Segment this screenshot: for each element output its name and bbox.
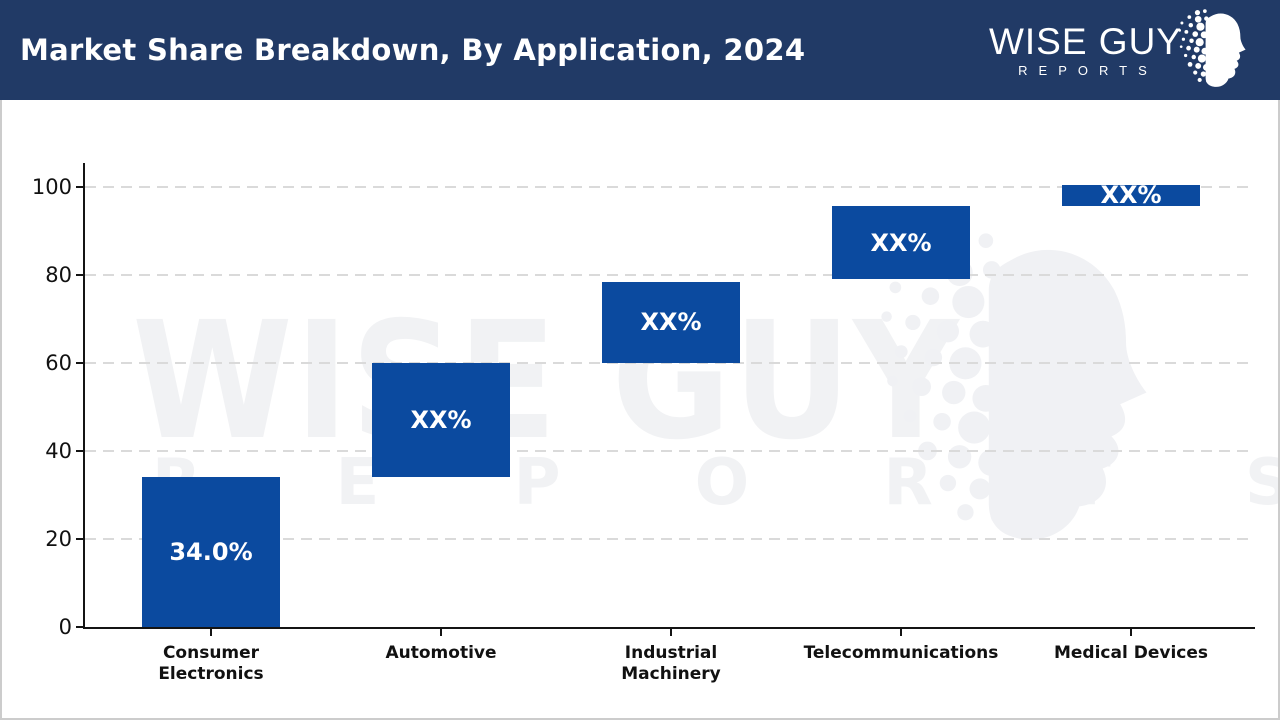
bar-value-label: XX% [410, 406, 472, 435]
x-axis-tick [210, 629, 212, 636]
x-axis-tick [440, 629, 442, 636]
y-axis-tick [76, 626, 85, 628]
watermark-text-main: WISE GUY [132, 288, 961, 476]
dotted-head-icon [1176, 6, 1250, 94]
y-axis-tick-label: 0 [58, 615, 72, 639]
category-label: Consumer Electronics [158, 643, 264, 685]
page-border-bottom [0, 718, 1280, 720]
logo-wordmark-main: WISE GUY [988, 20, 1182, 62]
chart-area: WISE GUY R E P O R T S 0 20 40 60 80 100 34.0%… [0, 100, 1280, 720]
logo-wordmark-sub: REPORTS [1018, 62, 1158, 78]
wiseguy-logo: WISE GUY REPORTS [989, 6, 1250, 94]
bar-segment: XX% [372, 363, 510, 478]
category-label: Medical Devices [1053, 643, 1208, 663]
y-axis-tick [76, 538, 85, 540]
bar-value-label: XX% [1100, 184, 1162, 206]
y-axis-tick [76, 186, 85, 188]
x-axis-tick [900, 629, 902, 636]
bar-segment: XX% [602, 281, 740, 363]
category-label: Automotive [385, 643, 497, 663]
y-axis-tick-label: 60 [45, 351, 72, 375]
x-axis-line [85, 627, 1255, 629]
bar-segment: XX% [1062, 184, 1200, 206]
bar-segment: 34.0% [142, 477, 280, 627]
y-axis-tick-label: 40 [45, 439, 72, 463]
page-border-left [0, 100, 2, 720]
gridline [85, 538, 1255, 540]
bar-value-label: XX% [640, 308, 702, 337]
gridline [85, 450, 1255, 452]
gridline [85, 186, 1255, 188]
bar-value-label: XX% [870, 228, 932, 257]
watermark: WISE GUY R E P O R T S [0, 100, 1280, 720]
y-axis-tick [76, 450, 85, 452]
gridline [85, 274, 1255, 276]
y-axis-tick-label: 100 [31, 175, 72, 199]
bar-value-label: 34.0% [169, 538, 253, 567]
y-axis-tick-label: 20 [45, 527, 72, 551]
logo-wordmark: WISE GUY REPORTS [989, 23, 1182, 78]
chart-title: Market Share Breakdown, By Application, … [20, 33, 806, 67]
x-axis-tick [670, 629, 672, 636]
y-axis-tick [76, 274, 85, 276]
gridline [85, 362, 1255, 364]
y-axis-tick-label: 80 [45, 263, 72, 287]
y-axis-line [83, 163, 85, 629]
category-label: Telecommunications [803, 643, 999, 663]
x-axis-tick [1130, 629, 1132, 636]
page-border-right [1278, 100, 1280, 720]
header-bar: Market Share Breakdown, By Application, … [0, 0, 1280, 100]
y-axis-tick [76, 362, 85, 364]
bar-segment: XX% [832, 205, 970, 280]
category-label: Industrial Machinery [621, 643, 721, 685]
